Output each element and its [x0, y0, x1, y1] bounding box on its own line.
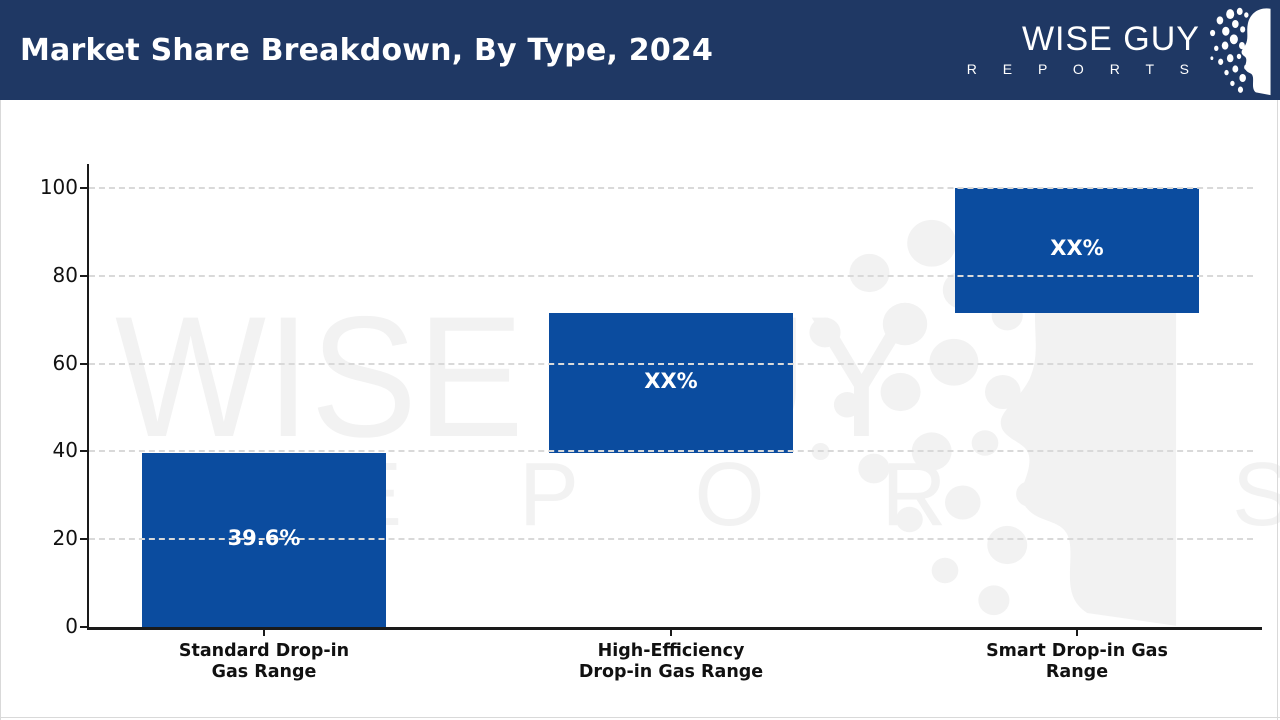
y-tick-mark	[80, 362, 88, 365]
page-border-right	[1277, 100, 1278, 720]
page-border-left	[0, 100, 1, 720]
y-tick-mark	[80, 450, 88, 453]
category-label-line2: Drop-in Gas Range	[578, 662, 764, 682]
y-axis-spine	[87, 164, 89, 630]
y-tick-label: 60	[52, 350, 78, 375]
y-tick-mark	[80, 626, 88, 628]
y-tick-mark	[80, 274, 88, 277]
y-tick-mark	[80, 187, 88, 189]
gridline	[89, 538, 1253, 541]
brand-wordmark: WISE GUY R E P O R T S	[967, 22, 1200, 77]
y-tick-label: 0	[65, 614, 78, 638]
header: Market Share Breakdown, By Type, 2024 WI…	[0, 0, 1280, 100]
brand-logo: WISE GUY R E P O R T S	[967, 4, 1272, 96]
x-tick-mark	[670, 630, 672, 636]
bar-value-label: 39.6%	[227, 526, 301, 551]
page-border-bottom	[0, 717, 1280, 718]
gridline	[89, 187, 1253, 189]
gridline	[89, 450, 1253, 453]
bar-value-label: XX%	[1050, 236, 1104, 261]
category-label-line2: Range	[1045, 662, 1109, 682]
y-tick-label: 40	[52, 438, 78, 463]
x-tick-mark	[263, 630, 265, 636]
category-label-line1: Smart Drop-in Gas	[986, 641, 1168, 661]
y-tick-label: 80	[52, 262, 78, 287]
category-label: Standard Drop-in Gas Range	[94, 641, 434, 683]
category-label: High-Efficiency Drop-in Gas Range	[501, 641, 841, 683]
bar-value-label: XX%	[644, 368, 698, 393]
brand-subtitle: R E P O R T S	[966, 61, 1200, 77]
page-title: Market Share Breakdown, By Type, 2024	[20, 32, 714, 68]
y-tick-label: 100	[39, 175, 78, 199]
y-tick-mark	[80, 538, 88, 541]
category-label-line2: Gas Range	[211, 662, 317, 682]
category-label: Smart Drop-in Gas Range	[907, 641, 1247, 683]
gridline	[89, 274, 1253, 277]
x-tick-mark	[1076, 630, 1078, 636]
category-label-line1: High-Efficiency	[597, 641, 745, 661]
bar	[549, 312, 793, 454]
plot-area: 0 20 40 60 80 100 39.6% Standard Drop-in Gas Ran…	[0, 100, 1280, 720]
face-dots-logo-icon	[1210, 7, 1271, 96]
y-tick-label: 20	[52, 526, 78, 551]
category-label-line1: Standard Drop-in	[178, 641, 350, 661]
x-axis-spine	[87, 627, 1262, 630]
brand-name: WISE GUY	[1021, 20, 1200, 58]
gridline	[89, 362, 1253, 365]
